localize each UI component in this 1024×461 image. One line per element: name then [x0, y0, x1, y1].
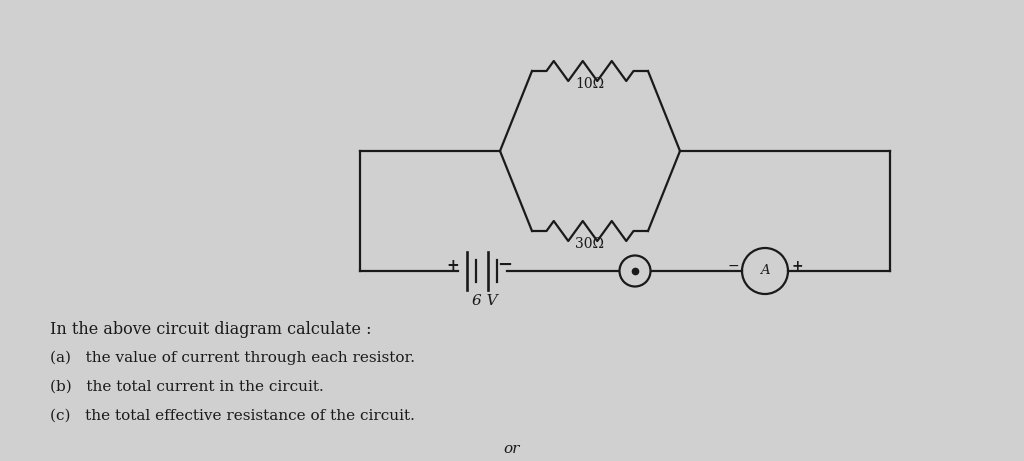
Text: (c)   the total effective resistance of the circuit.: (c) the total effective resistance of th… — [50, 409, 415, 423]
Text: −: − — [727, 259, 738, 273]
Text: A: A — [760, 264, 770, 277]
Text: +: + — [792, 259, 803, 273]
Text: +: + — [446, 258, 460, 272]
Text: (a)   the value of current through each resistor.: (a) the value of current through each re… — [50, 351, 415, 365]
Text: 10Ω: 10Ω — [575, 77, 604, 91]
Text: 30Ω: 30Ω — [575, 237, 604, 251]
Text: or: or — [504, 442, 520, 456]
Text: In the above circuit diagram calculate :: In the above circuit diagram calculate : — [50, 320, 372, 337]
Text: −: − — [498, 256, 513, 274]
Text: 6 V: 6 V — [472, 294, 498, 308]
Text: (b)   the total current in the circuit.: (b) the total current in the circuit. — [50, 380, 324, 394]
